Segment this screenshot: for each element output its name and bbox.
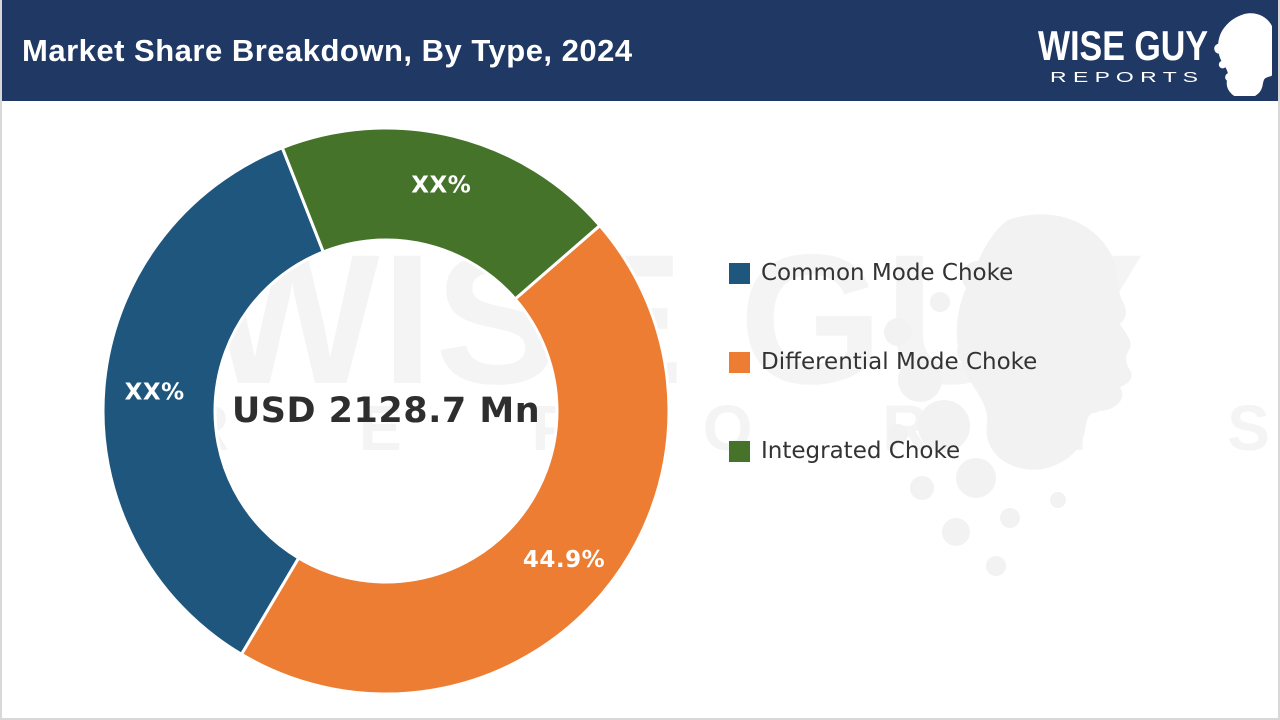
legend-item-integrated-choke: Integrated Choke (729, 437, 960, 465)
legend-label-integrated-choke: Integrated Choke (761, 438, 961, 464)
slice-label-integrated-choke: XX% (411, 173, 471, 199)
slice-label-differential-mode-choke: 44.9% (523, 547, 605, 573)
logo-reports-text: R E P O R T S (1050, 69, 1198, 86)
logo-face-icon (1214, 13, 1272, 96)
watermark-face-icon (884, 214, 1132, 576)
legend-swatch-common-mode-choke (729, 262, 750, 284)
donut-center-value: USD 2128.7 Mn (232, 391, 540, 431)
donut-slice-integrated-choke (280, 126, 602, 301)
legend-swatch-differential-mode-choke (729, 351, 750, 373)
legend-item-differential-mode-choke: Differential Mode Choke (729, 348, 1037, 376)
legend-swatch-integrated-choke (729, 440, 750, 462)
donut-slice-differential-mode-choke (240, 224, 671, 696)
page-title: Market Share Breakdown, By Type, 2024 (22, 32, 633, 68)
legend-item-common-mode-choke: Common Mode Choke (729, 259, 1013, 287)
slice-label-common-mode-choke: XX% (125, 379, 185, 405)
donut-slice-common-mode-choke (101, 146, 325, 656)
legend-label-differential-mode-choke: Differential Mode Choke (761, 349, 1038, 375)
legend-label-common-mode-choke: Common Mode Choke (761, 260, 1014, 286)
logo-wiseguy-text: WISE GUY (1038, 22, 1208, 69)
wiseguy-logo: WISE GUY R E P O R T S (1038, 13, 1272, 96)
header: Market Share Breakdown, By Type, 2024 WI… (0, 0, 1280, 101)
